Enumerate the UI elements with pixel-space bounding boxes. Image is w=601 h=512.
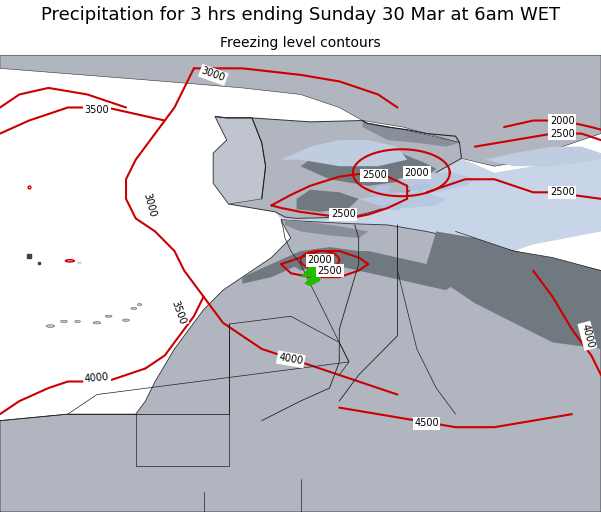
Polygon shape <box>291 251 456 290</box>
Text: 2500: 2500 <box>550 129 575 139</box>
Text: 4000: 4000 <box>84 372 109 383</box>
Text: 4000: 4000 <box>278 352 304 367</box>
Polygon shape <box>61 321 67 323</box>
Polygon shape <box>105 315 112 317</box>
Text: 3000: 3000 <box>141 192 157 219</box>
Polygon shape <box>64 260 72 262</box>
Polygon shape <box>285 220 368 238</box>
Polygon shape <box>242 247 388 284</box>
Polygon shape <box>123 319 129 322</box>
Polygon shape <box>213 117 266 204</box>
Text: 4000: 4000 <box>579 323 596 349</box>
Polygon shape <box>407 182 432 193</box>
Text: Freezing level contours: Freezing level contours <box>220 36 381 50</box>
Polygon shape <box>46 325 55 327</box>
Text: 2500: 2500 <box>331 209 356 220</box>
Polygon shape <box>213 117 462 219</box>
Text: 4500: 4500 <box>414 418 439 428</box>
Text: Precipitation for 3 hrs ending Sunday 30 Mar at 6am WET: Precipitation for 3 hrs ending Sunday 30… <box>41 7 560 25</box>
Polygon shape <box>77 262 82 264</box>
Polygon shape <box>368 186 392 195</box>
Polygon shape <box>484 146 601 166</box>
Polygon shape <box>275 158 601 251</box>
Polygon shape <box>0 55 601 166</box>
Polygon shape <box>0 447 601 512</box>
Text: 2500: 2500 <box>550 187 575 197</box>
Text: 2500: 2500 <box>317 266 342 275</box>
Polygon shape <box>0 220 601 512</box>
Polygon shape <box>297 190 359 212</box>
Polygon shape <box>137 304 142 306</box>
Text: 3500: 3500 <box>169 299 188 326</box>
Text: 2000: 2000 <box>308 255 332 265</box>
Polygon shape <box>427 231 601 349</box>
Polygon shape <box>378 203 407 210</box>
Polygon shape <box>397 173 475 193</box>
Polygon shape <box>131 307 136 309</box>
Polygon shape <box>300 255 324 277</box>
Polygon shape <box>75 321 81 323</box>
Text: 2500: 2500 <box>362 170 386 180</box>
Text: 2000: 2000 <box>404 168 429 178</box>
Polygon shape <box>281 140 407 166</box>
Polygon shape <box>304 271 322 286</box>
Text: 3000: 3000 <box>200 66 227 84</box>
Text: 3500: 3500 <box>85 105 109 115</box>
Polygon shape <box>362 120 460 146</box>
Polygon shape <box>359 193 446 208</box>
Polygon shape <box>300 143 436 186</box>
Text: 2000: 2000 <box>550 116 575 125</box>
Polygon shape <box>93 322 101 324</box>
